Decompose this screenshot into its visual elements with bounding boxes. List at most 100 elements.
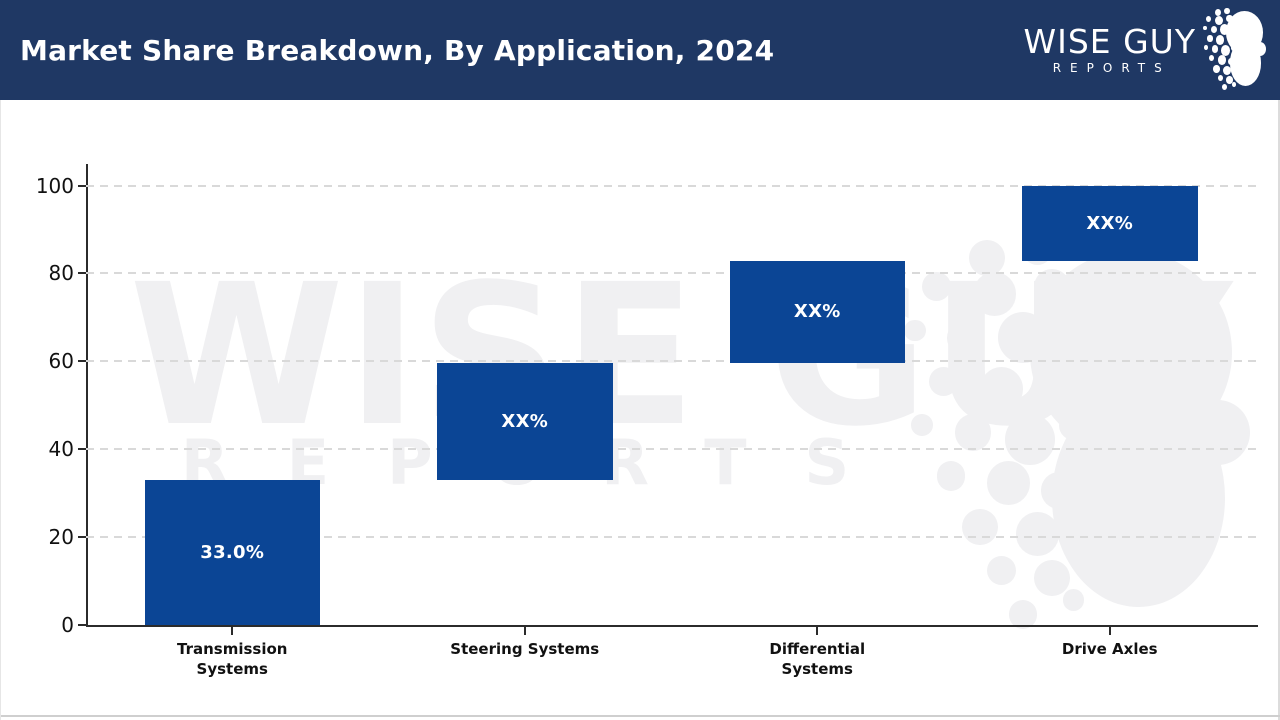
- chart-area: WISE GUY REPORTS 02040608010033.0%Transm…: [0, 100, 1280, 720]
- x-category-label: Transmission Systems: [112, 639, 352, 679]
- face-dot: [1041, 363, 1077, 400]
- face-dot: [904, 319, 926, 342]
- y-tick: [78, 184, 86, 187]
- face-dot: [987, 556, 1016, 586]
- x-category-label: Differential Systems: [697, 639, 937, 679]
- x-category-label: Steering Systems: [405, 639, 645, 659]
- page-title: Market Share Breakdown, By Application, …: [20, 33, 775, 67]
- bar-value-label: XX%: [793, 301, 841, 323]
- face-dot: [1217, 55, 1226, 65]
- face-dot: [1202, 25, 1207, 31]
- face-dot: [1227, 57, 1235, 66]
- x-category-label-line: Drive Axles: [1061, 640, 1158, 658]
- face-dot: [1227, 34, 1235, 43]
- x-tick: [816, 627, 819, 635]
- waterfall-bar: XX%: [437, 362, 613, 480]
- face-dot: [922, 272, 951, 302]
- face-dot: [1221, 84, 1228, 91]
- bar-value-label: XX%: [501, 410, 549, 432]
- y-gridline: [86, 360, 1256, 363]
- logo-wordmark: WISE GUY REPORTS: [1023, 25, 1196, 75]
- face-dot: [1033, 559, 1070, 596]
- face-dot: [1211, 45, 1219, 54]
- bar-value-label: 33.0%: [200, 541, 265, 563]
- face-dot: [1226, 14, 1233, 23]
- x-category-label-line: Systems: [781, 660, 853, 678]
- face-dot: [1217, 75, 1224, 82]
- face-dot: [1207, 35, 1213, 42]
- face-dot: [1005, 414, 1056, 466]
- y-tick-label: 20: [48, 525, 74, 550]
- face-dot: [936, 461, 966, 491]
- face-dot: [1059, 410, 1088, 440]
- face-dot: [1203, 45, 1208, 50]
- head-profile-icon: [1198, 8, 1266, 92]
- face-dot: [1041, 472, 1077, 509]
- face-dot: [972, 272, 1016, 316]
- x-category-label-line: Systems: [196, 660, 268, 678]
- face-dot: [1214, 8, 1222, 17]
- head-silhouette: [1185, 399, 1250, 466]
- y-tick-label: 80: [48, 261, 74, 286]
- x-category-label: Drive Axles: [990, 639, 1230, 659]
- face-dot: [1008, 599, 1038, 629]
- face-dot: [1219, 24, 1229, 35]
- y-gridline: [86, 448, 1256, 451]
- face-dot: [1229, 23, 1235, 30]
- face-dot: [1224, 8, 1230, 15]
- face-dot: [1216, 35, 1225, 45]
- face-dot: [947, 319, 984, 356]
- y-tick: [78, 272, 86, 275]
- watermark-head-icon: [879, 236, 1250, 636]
- header-bar: Market Share Breakdown, By Application, …: [0, 0, 1280, 100]
- y-tick: [78, 624, 86, 626]
- face-dot: [979, 366, 1023, 411]
- face-dot: [969, 239, 1005, 276]
- y-tick-label: 60: [48, 349, 74, 374]
- bar-value-label: XX%: [1086, 212, 1134, 234]
- y-tick: [78, 448, 86, 451]
- face-dot: [997, 312, 1049, 364]
- y-tick: [78, 536, 86, 539]
- y-tick: [78, 360, 86, 363]
- face-dot: [1226, 75, 1233, 84]
- wise-guy-logo: WISE GUY REPORTS: [1023, 8, 1266, 92]
- x-tick: [1108, 627, 1111, 635]
- waterfall-bar: XX%: [1022, 185, 1198, 261]
- face-dot: [929, 366, 959, 396]
- face-dot: [1033, 268, 1070, 306]
- face-dot: [987, 461, 1031, 506]
- x-category-label-line: Transmission: [177, 640, 288, 658]
- face-dot: [1051, 308, 1081, 338]
- face-dot: [1208, 55, 1214, 62]
- face-dot: [961, 508, 998, 546]
- y-tick-label: 0: [61, 613, 74, 637]
- waterfall-bar: XX%: [729, 260, 905, 363]
- face-dot: [1231, 44, 1237, 51]
- face-dot: [1215, 15, 1224, 25]
- y-tick-label: 40: [48, 437, 74, 462]
- face-dot: [1015, 512, 1059, 556]
- face-dot: [1205, 15, 1212, 22]
- bottom-divider: [1, 715, 1280, 717]
- waterfall-bar: 33.0%: [144, 479, 320, 625]
- face-dot: [954, 414, 991, 451]
- face-dot: [1210, 25, 1218, 34]
- face-dot: [911, 414, 933, 436]
- x-tick: [231, 627, 234, 635]
- logo-subtitle: REPORTS: [1052, 61, 1171, 75]
- y-gridline: [86, 184, 1256, 187]
- logo-title: WISE GUY: [1023, 22, 1196, 61]
- face-dot: [1213, 65, 1220, 73]
- face-dot: [1231, 82, 1236, 87]
- head-silhouette: [1254, 42, 1266, 57]
- face-dot: [1221, 45, 1231, 57]
- x-category-label-line: Differential: [769, 640, 866, 658]
- x-tick: [523, 627, 526, 635]
- y-gridline: [86, 272, 1256, 275]
- face-dot: [1062, 588, 1085, 611]
- x-category-label-line: Steering Systems: [450, 640, 600, 658]
- y-gridline: [86, 536, 1256, 539]
- y-tick-label: 100: [35, 173, 74, 198]
